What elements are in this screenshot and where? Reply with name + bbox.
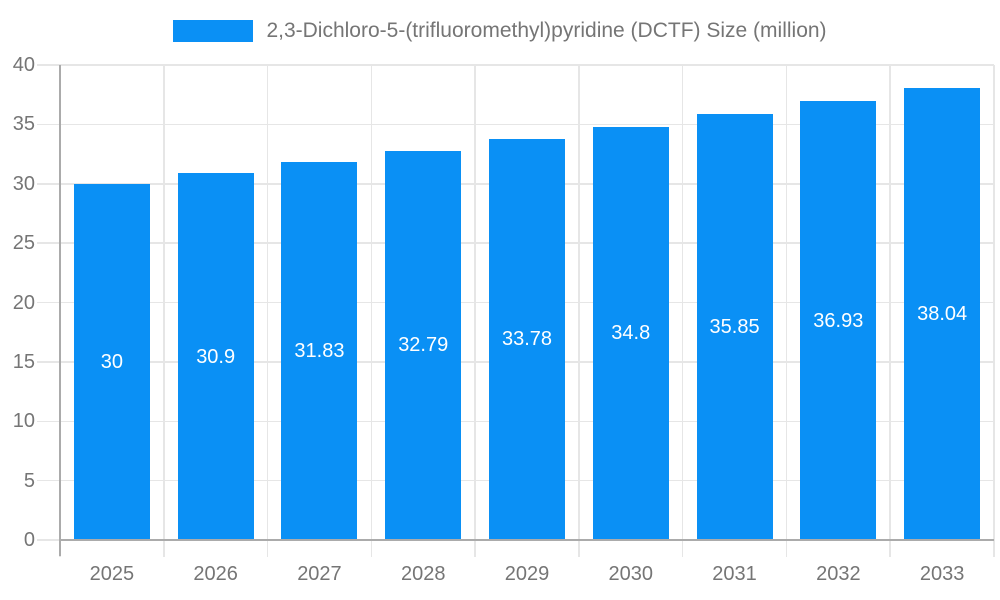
- grid-line-vertical: [578, 65, 580, 557]
- grid-line-horizontal: [37, 123, 994, 126]
- bar-value-label: 31.83: [294, 340, 345, 362]
- y-axis-tick-label: 10: [12, 410, 35, 433]
- bar-value-label: 35.85: [709, 316, 760, 339]
- grid-line-vertical: [474, 65, 476, 557]
- y-axis-tick-label: 30: [12, 172, 35, 195]
- grid-line-vertical: [266, 65, 269, 557]
- x-axis-tick-label: 2026: [193, 563, 238, 585]
- grid-line-vertical: [889, 65, 891, 557]
- y-axis-tick-label: 35: [12, 113, 35, 136]
- bar-2030[interactable]: [592, 126, 669, 539]
- bar-value-label: 30: [100, 350, 123, 373]
- bar-value-label: 34.8: [611, 322, 651, 345]
- x-axis-tick-label: 2031: [712, 563, 757, 585]
- bar-2025[interactable]: [73, 183, 150, 539]
- x-axis-tick-label: 2025: [89, 563, 135, 585]
- bar-2033[interactable]: [904, 88, 981, 539]
- bar-2032[interactable]: [800, 101, 877, 539]
- grid-line-horizontal: [37, 64, 994, 66]
- plot-area: 0 5 10 15 20 25 30 35 40 30 2025 30.9 2026 31.83 2027 3…: [13, 54, 995, 585]
- x-axis-tick-label: 2029: [504, 563, 550, 585]
- bar-value-label: 30.9: [196, 345, 236, 368]
- y-axis-tick-label: 5: [23, 469, 35, 492]
- grid-line-vertical: [681, 65, 684, 557]
- legend-label: 2,3-Dichloro-5-(trifluoromethyl)pyridine…: [266, 19, 827, 42]
- x-axis-tick-label: 2032: [816, 563, 861, 585]
- x-axis-tick-label: 2027: [297, 563, 342, 585]
- bar-value-label: 33.78: [501, 328, 553, 351]
- x-axis-tick-label: 2033: [919, 563, 965, 585]
- bar-2027[interactable]: [281, 162, 358, 539]
- y-axis-tick-label: 40: [12, 54, 35, 76]
- grid-line-vertical: [370, 65, 373, 557]
- grid-line-vertical: [785, 65, 788, 557]
- x-axis-tick-label: 2030: [608, 563, 654, 585]
- grid-line-vertical: [163, 65, 165, 557]
- grid-line-vertical: [993, 65, 995, 557]
- y-axis-tick-label: 0: [23, 529, 35, 551]
- bar-2029[interactable]: [489, 138, 565, 539]
- bar-2031[interactable]: [696, 114, 773, 539]
- bar-value-label: 38.04: [917, 303, 968, 326]
- bar-value-label: 32.79: [398, 334, 449, 357]
- chart-legend[interactable]: 2,3-Dichloro-5-(trifluoromethyl)pyridine…: [0, 18, 1000, 44]
- bar-value-label: 36.93: [813, 309, 864, 332]
- bar-2028[interactable]: [385, 150, 462, 539]
- legend-swatch-icon: [173, 20, 254, 42]
- y-axis-line: [59, 65, 61, 556]
- y-axis-tick-label: 25: [12, 232, 35, 255]
- y-axis-tick-label: 15: [12, 350, 35, 373]
- bar-2026[interactable]: [177, 173, 254, 539]
- x-axis-tick-label: 2028: [400, 563, 446, 585]
- y-axis-tick-label: 20: [12, 291, 35, 314]
- x-axis-line: [59, 539, 994, 541]
